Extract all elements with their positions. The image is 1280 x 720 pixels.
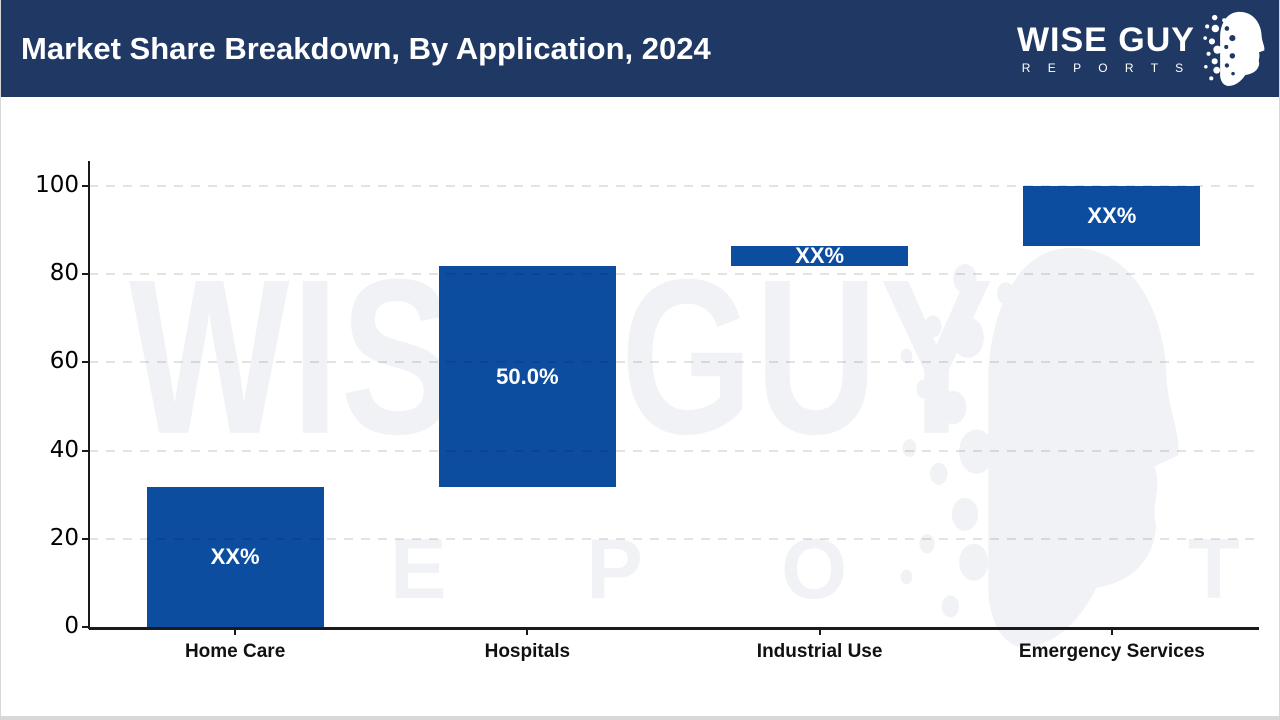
page-title: Market Share Breakdown, By Application, … xyxy=(21,30,711,66)
y-axis-tick-label: 40 xyxy=(49,436,79,463)
gridline xyxy=(89,537,1258,540)
bar-value-label: 50.0% xyxy=(496,363,559,389)
bar-value-label: XX% xyxy=(795,243,845,269)
brand-name: WISE GUY xyxy=(1016,20,1195,59)
brand-subtitle: R E P O R T S xyxy=(1021,60,1191,75)
gridline xyxy=(89,449,1258,452)
x-axis-tick-mark xyxy=(818,627,821,635)
x-axis-tick-mark xyxy=(1110,627,1113,635)
y-axis-tick-mark xyxy=(82,626,89,628)
header: Market Share Breakdown, By Application, … xyxy=(1,0,1279,97)
bar-industrial-use: XX% xyxy=(731,243,909,269)
y-axis-tick-mark xyxy=(82,449,89,452)
bar-home-care: XX% xyxy=(146,486,324,627)
x-axis xyxy=(89,627,1259,630)
gridline xyxy=(89,361,1258,364)
x-axis-label-home-care: Home Care xyxy=(184,641,286,662)
x-axis-tick-mark xyxy=(234,627,237,635)
y-axis-tick-mark xyxy=(82,361,89,364)
bar-value-label: XX% xyxy=(210,543,260,569)
x-axis-label-industrial-use: Industrial Use xyxy=(756,641,883,662)
bar-hospitals: 50.0% xyxy=(438,266,616,487)
chart-area: WISE GUY R E P O R T S 020406080100XX%Ho… xyxy=(1,97,1279,716)
y-axis-tick-label: 0 xyxy=(64,613,79,639)
gridline xyxy=(89,185,1258,187)
bar-value-label: XX% xyxy=(1087,202,1137,228)
y-axis-tick-label: 80 xyxy=(49,260,79,287)
brand-head-dots xyxy=(1224,25,1236,75)
x-axis-tick-mark xyxy=(526,627,529,635)
y-axis xyxy=(88,161,90,629)
y-axis-tick-mark xyxy=(82,273,89,276)
y-axis-tick-label: 20 xyxy=(49,524,79,551)
y-axis-tick-label: 60 xyxy=(49,348,79,375)
x-axis-label-hospitals: Hospitals xyxy=(484,641,571,662)
x-axis-label-emergency-services: Emergency Services xyxy=(1018,641,1205,662)
brand-head-icon xyxy=(1203,11,1265,86)
y-axis-tick-mark xyxy=(82,185,89,187)
gridline xyxy=(89,273,1258,276)
y-axis-tick-label: 100 xyxy=(35,172,79,198)
watermark-head-icon xyxy=(900,247,1179,648)
y-axis-tick-mark xyxy=(82,537,89,540)
brand-logo-text: WISE GUY R E P O R T S xyxy=(1017,23,1195,75)
bar-emergency-services: XX% xyxy=(1023,186,1201,246)
brand-logo: WISE GUY R E P O R T S xyxy=(1017,8,1265,90)
